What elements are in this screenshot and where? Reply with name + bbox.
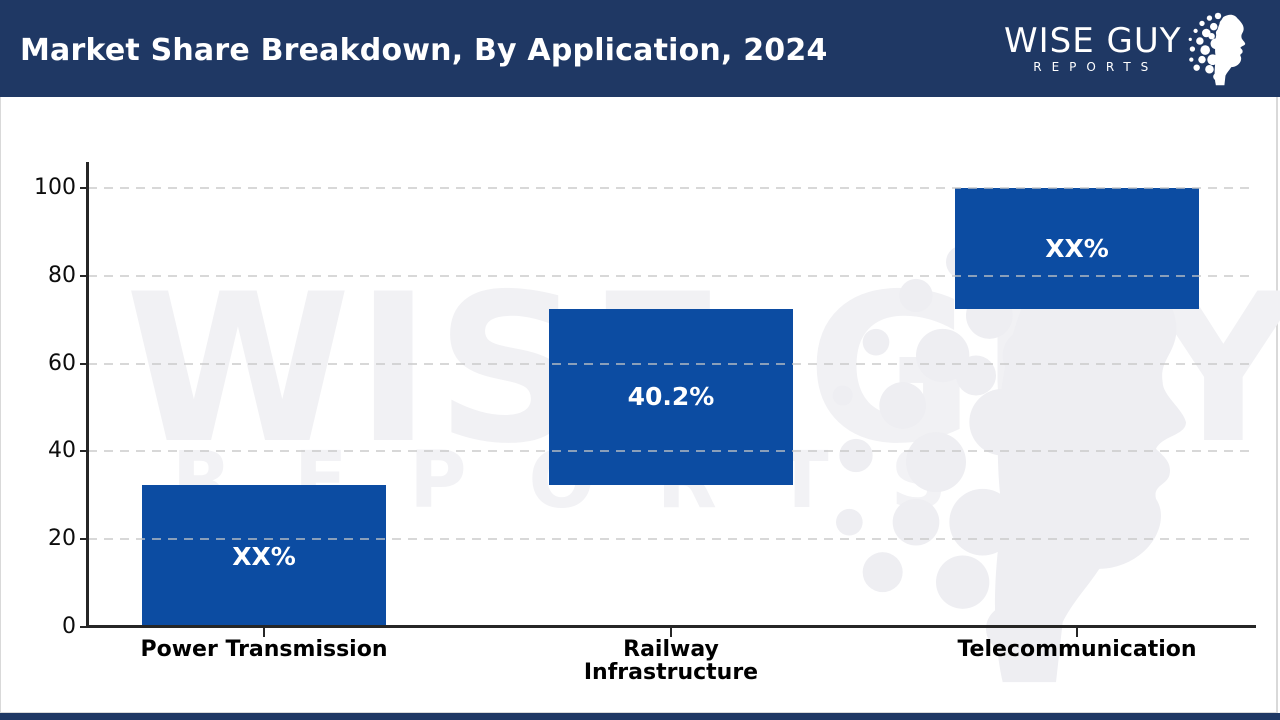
y-axis-line xyxy=(86,162,89,628)
grid-line-20 xyxy=(88,538,1256,541)
bar-2: 40.2% xyxy=(549,308,793,486)
header-band: Market Share Breakdown, By Application, … xyxy=(0,0,1280,97)
x-tick-mark xyxy=(670,628,672,637)
face-profile-shape xyxy=(1214,14,1245,86)
x-axis-line xyxy=(86,625,1256,628)
logo-name-text: WISE GUY xyxy=(1004,20,1182,61)
bar-value-label: XX% xyxy=(232,541,296,571)
y-tick-label-40: 40 xyxy=(48,438,76,464)
y-tick-mark xyxy=(80,450,87,453)
y-tick-mark xyxy=(80,362,87,365)
y-tick-label-20: 20 xyxy=(48,526,76,552)
grid-line-40 xyxy=(88,450,1256,453)
y-tick-mark xyxy=(80,538,87,541)
x-tick-mark xyxy=(1076,628,1078,637)
y-tick-label-80: 80 xyxy=(48,262,76,288)
y-tick-mark xyxy=(80,626,87,628)
wise-guy-reports-logo: WISE GUY REPORTS xyxy=(1004,6,1266,92)
y-tick-label-0: 0 xyxy=(62,614,76,639)
y-tick-label-60: 60 xyxy=(48,350,76,376)
x-category-label-3: Telecommunication xyxy=(957,637,1197,662)
x-category-label-1: Power Transmission xyxy=(140,637,388,662)
grid-line-80 xyxy=(88,274,1256,277)
y-tick-mark xyxy=(80,274,87,277)
page-title: Market Share Breakdown, By Application, … xyxy=(20,33,828,68)
y-tick-label-100: 100 xyxy=(34,175,76,200)
watermark-face-icon xyxy=(832,228,1186,683)
bar-value-label: 40.2% xyxy=(627,382,715,412)
dotted-face-icon xyxy=(1188,12,1245,86)
y-tick-mark xyxy=(80,187,87,189)
logo-text: WISE GUY REPORTS xyxy=(1004,20,1182,75)
bar-1: XX% xyxy=(142,485,386,627)
footer-band xyxy=(0,713,1280,720)
x-category-label-2: Railway Infrastructure xyxy=(583,637,759,685)
bar-value-label: XX% xyxy=(1045,233,1109,263)
x-tick-mark xyxy=(263,628,265,637)
bar-3: XX% xyxy=(955,188,1199,309)
grid-line-100 xyxy=(88,187,1256,189)
logo-reports-text: REPORTS xyxy=(1033,60,1159,75)
grid-line-60 xyxy=(88,362,1256,365)
